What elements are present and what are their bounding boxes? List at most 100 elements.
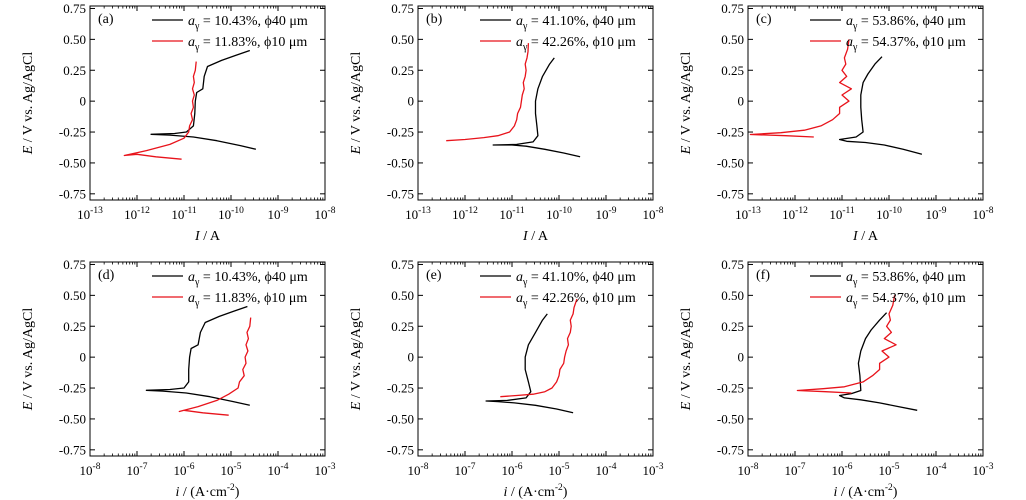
- x-tick-exponent: -11: [842, 206, 855, 216]
- x-tick-label: 10-7: [455, 462, 476, 478]
- x-axis-label: i / (A·cm-2): [176, 483, 240, 500]
- x-tick-base: 10: [315, 463, 328, 478]
- x-tick-exponent: -3: [328, 462, 336, 472]
- legend-subscript: γ: [522, 21, 528, 32]
- x-axis-unit: / A: [200, 229, 221, 244]
- legend-subscript: γ: [522, 42, 528, 53]
- y-tick-label: -0.25: [717, 125, 744, 140]
- x-tick-exponent: -12: [465, 206, 478, 216]
- x-tick-exponent: -7: [468, 462, 476, 472]
- series-line-1: [145, 305, 250, 406]
- legend-a: a: [516, 35, 523, 50]
- legend-a: a: [188, 35, 195, 50]
- x-tick-base: 10: [782, 207, 795, 222]
- y-tick-label: -0.50: [717, 155, 744, 170]
- x-tick-label: 10-8: [80, 462, 101, 478]
- x-tick-base: 10: [926, 463, 939, 478]
- series-line-1: [492, 57, 581, 158]
- y-axis-unit: / V vs. Ag/AgCl: [21, 308, 36, 402]
- y-tick-label: 0: [80, 350, 87, 365]
- legend-text: = 41.10%, ϕ40 μm: [527, 270, 635, 285]
- y-axis-unit: / V vs. Ag/AgCl: [21, 52, 36, 146]
- legend-entry: aγ = 53.86%, ϕ40 μm: [846, 270, 966, 288]
- legend-entry: aγ = 54.37%, ϕ10 μm: [846, 35, 966, 53]
- plot-frame: [89, 261, 326, 457]
- x-tick-exponent: -6: [187, 462, 195, 472]
- y-axis-var: E: [21, 145, 36, 155]
- legend-text: = 41.10%, ϕ40 μm: [527, 14, 635, 29]
- x-tick-base: 10: [735, 207, 748, 222]
- x-tick-exponent: -6: [515, 462, 523, 472]
- x-tick-label: 10-7: [127, 462, 148, 478]
- x-tick-exponent: -8: [421, 462, 429, 472]
- x-tick-base: 10: [452, 207, 465, 222]
- x-tick-label: 10-4: [596, 462, 617, 478]
- x-tick-exponent: -5: [234, 462, 242, 472]
- x-tick-base: 10: [546, 207, 559, 222]
- legend-a: a: [516, 14, 523, 29]
- x-tick-base: 10: [268, 207, 281, 222]
- x-tick-base: 10: [785, 463, 798, 478]
- x-tick-base: 10: [405, 207, 418, 222]
- y-tick-label: 0.25: [63, 63, 86, 78]
- x-tick-base: 10: [643, 207, 656, 222]
- x-tick-label: 10-12: [124, 206, 150, 222]
- panel-label: (d): [98, 268, 115, 283]
- x-tick-label: 10-5: [549, 462, 570, 478]
- x-tick-exponent: -8: [93, 462, 101, 472]
- y-tick-label: 0.75: [721, 1, 744, 16]
- x-tick-exponent: -12: [795, 206, 808, 216]
- x-tick-base: 10: [643, 463, 656, 478]
- x-tick-label: 10-9: [268, 206, 289, 222]
- series-line-1: [838, 312, 918, 411]
- y-axis-var: E: [21, 401, 36, 411]
- x-tick-base: 10: [879, 463, 892, 478]
- x-tick-exponent: -11: [184, 206, 197, 216]
- y-tick-label: 0.50: [721, 32, 744, 47]
- legend-subscript: γ: [194, 21, 200, 32]
- y-tick-label: -0.75: [717, 442, 744, 457]
- y-tick-label: -0.50: [717, 411, 744, 426]
- x-axis-unit-exponent: -2: [227, 483, 235, 493]
- legend-subscript: γ: [852, 42, 858, 53]
- legend-entry: aγ = 11.83%, ϕ10 μm: [188, 291, 307, 309]
- y-tick-label: -0.50: [59, 155, 86, 170]
- legend-text: = 42.26%, ϕ10 μm: [527, 291, 635, 306]
- x-axis-unit-exponent: -2: [885, 483, 893, 493]
- legend-subscript: γ: [852, 21, 858, 32]
- series-line-1: [150, 49, 257, 150]
- x-tick-label: 10-8: [973, 206, 994, 222]
- x-axis-var: I: [194, 229, 201, 244]
- y-tick-label: -0.75: [387, 442, 414, 457]
- series-line-2: [796, 295, 897, 394]
- x-tick-exponent: -3: [656, 462, 664, 472]
- y-tick-label: 0.75: [63, 1, 86, 16]
- x-tick-exponent: -4: [281, 462, 289, 472]
- panel-label: (e): [426, 268, 442, 283]
- x-axis-unit-close: ): [235, 485, 240, 500]
- x-tick-base: 10: [218, 207, 231, 222]
- legend-subscript: γ: [522, 277, 528, 288]
- y-tick-label: -0.25: [59, 381, 86, 396]
- x-axis-label: i / (A·cm-2): [834, 483, 898, 500]
- x-axis-var: I: [852, 229, 859, 244]
- y-tick-label: -0.75: [59, 442, 86, 457]
- x-tick-exponent: -11: [512, 206, 525, 216]
- legend-text: = 53.86%, ϕ40 μm: [857, 270, 965, 285]
- y-tick-label: 0: [738, 94, 745, 109]
- legend-entry: aγ = 41.10%, ϕ40 μm: [516, 270, 636, 288]
- x-axis-unit-close: ): [893, 485, 898, 500]
- legend-entry: aγ = 10.43%, ϕ40 μm: [188, 14, 308, 32]
- y-axis-label: E / V vs. Ag/AgCl: [21, 308, 36, 412]
- y-tick-label: 0.50: [63, 32, 86, 47]
- x-tick-base: 10: [876, 207, 889, 222]
- y-tick-label: 0.75: [63, 257, 86, 272]
- x-axis-label: i / (A·cm-2): [504, 483, 568, 500]
- x-tick-exponent: -3: [986, 462, 994, 472]
- series-line-1: [838, 56, 923, 155]
- x-tick-label: 10-13: [735, 206, 761, 222]
- x-tick-exponent: -9: [609, 206, 617, 216]
- x-tick-exponent: -4: [939, 462, 947, 472]
- legend-text: = 42.26%, ϕ10 μm: [527, 35, 635, 50]
